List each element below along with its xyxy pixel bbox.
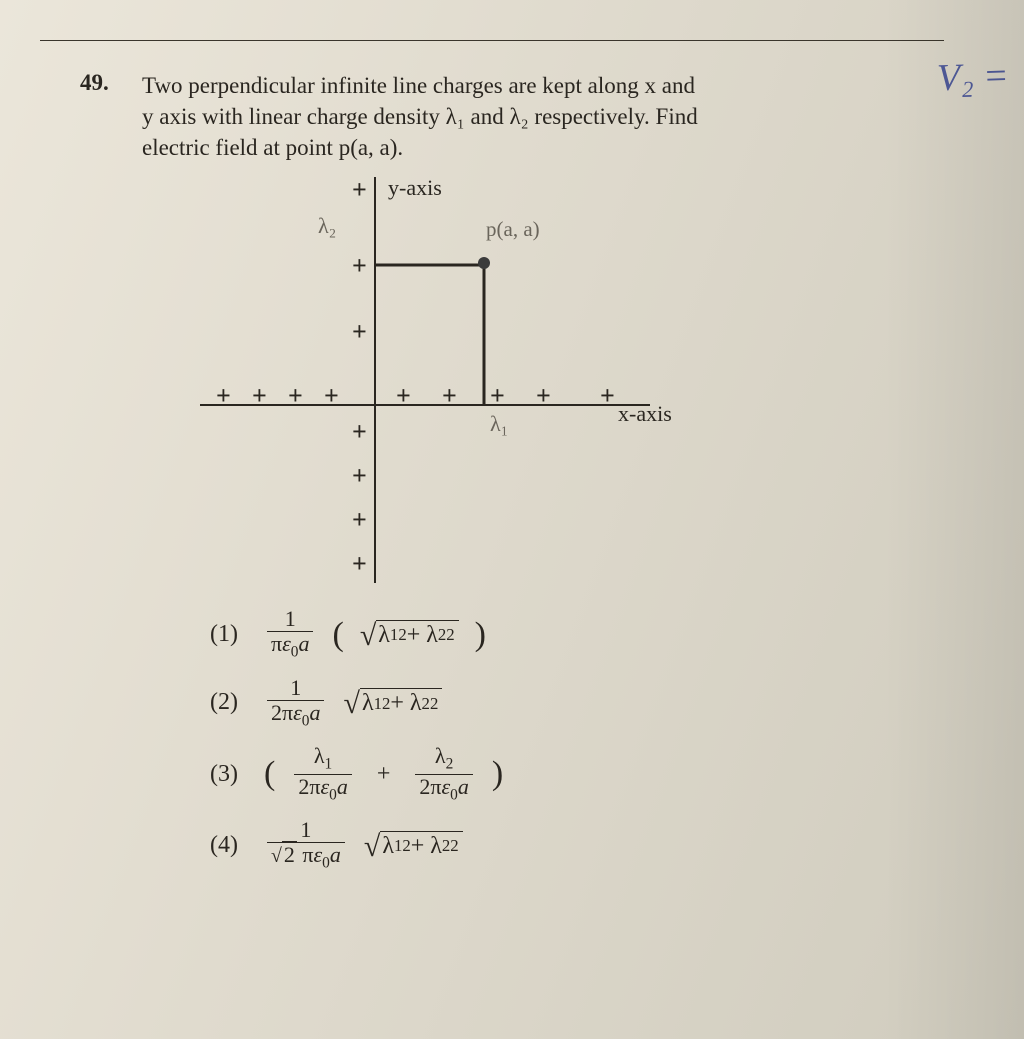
radical-icon: √: [343, 690, 359, 719]
point-p-label: p(a, a): [486, 217, 540, 242]
plus-y-7: +: [352, 549, 367, 579]
radical-icon: √: [364, 833, 380, 862]
option-3-frac1-den: 2πε0a: [294, 774, 351, 804]
option-4-frac-num: 1: [296, 818, 315, 842]
open-paren-icon: (: [332, 621, 343, 648]
plus-y-3: +: [352, 317, 367, 347]
option-4-radicand: λ12 + λ22: [380, 831, 462, 860]
option-3-number: (3): [210, 761, 248, 788]
question-number: 49.: [80, 70, 124, 163]
plus-x-4: +: [324, 381, 339, 411]
plus-sign: +: [377, 761, 391, 788]
close-paren-icon: ): [475, 621, 486, 648]
option-3-frac1-num: λ1: [310, 744, 336, 773]
figure: + + + + + + + + + + + + + + + + y-axis x…: [190, 173, 750, 593]
y-axis-label: y-axis: [388, 175, 442, 201]
option-2: (2) 1 2πε0a √ λ12 + λ22: [210, 676, 984, 731]
plus-y-4: +: [352, 417, 367, 447]
option-2-frac-den: 2πε0a: [267, 700, 324, 730]
plus-y-1: +: [352, 175, 367, 205]
plus-y-6: +: [352, 505, 367, 535]
plus-x-7: +: [490, 381, 505, 411]
question-block: 49. Two perpendicular infinite line char…: [80, 70, 984, 163]
option-4: (4) 1 √2 πε0a √ λ12 + λ22: [210, 818, 984, 873]
point-p-marker: [478, 257, 490, 269]
option-1-frac-den: πε0a: [267, 631, 313, 661]
question-text: Two perpendicular infinite line charges …: [142, 70, 712, 163]
option-4-frac-den: √2 πε0a: [267, 842, 345, 872]
option-1-radicand: λ12 + λ22: [376, 620, 458, 649]
close-paren-icon: ): [492, 760, 503, 787]
plus-x-5: +: [396, 381, 411, 411]
plus-x-2: +: [252, 381, 267, 411]
x-axis-label: x-axis: [618, 401, 672, 427]
page: V₂ = 49. Two perpendicular infinite line…: [0, 0, 1024, 1039]
option-3-frac2-den: 2πε0a: [415, 774, 472, 804]
handwriting-note: V₂ =: [937, 54, 1010, 100]
option-1-frac: 1 πε0a: [267, 607, 313, 662]
plus-x-6: +: [442, 381, 457, 411]
option-2-number: (2): [210, 689, 248, 716]
option-3: (3) ( λ1 2πε0a + λ2 2πε0a ): [210, 744, 984, 804]
option-3-frac2-num: λ2: [431, 744, 457, 773]
option-4-frac: 1 √2 πε0a: [267, 818, 345, 873]
option-1-frac-num: 1: [281, 607, 300, 631]
option-4-number: (4): [210, 832, 248, 859]
open-paren-icon: (: [264, 760, 275, 787]
options: (1) 1 πε0a ( √ λ12 + λ22 ) (2) 1 2πε0a √…: [210, 607, 984, 872]
radical-icon: √: [360, 622, 376, 651]
option-2-frac-num: 1: [286, 676, 305, 700]
plus-y-5: +: [352, 461, 367, 491]
option-3-frac1: λ1 2πε0a: [294, 744, 351, 804]
plus-x-8: +: [536, 381, 551, 411]
top-rule: [40, 40, 944, 41]
lambda2-label: λ₂: [318, 213, 336, 239]
option-3-frac2: λ2 2πε0a: [415, 744, 472, 804]
option-1-number: (1): [210, 621, 248, 648]
option-2-sqrt: √ λ12 + λ22: [343, 688, 442, 717]
lambda1-label: λ₁: [490, 411, 508, 437]
option-4-sqrt: √ λ12 + λ22: [364, 831, 463, 860]
option-1: (1) 1 πε0a ( √ λ12 + λ22 ): [210, 607, 984, 662]
figure-svg: [190, 173, 750, 593]
plus-x-1: +: [216, 381, 231, 411]
plus-x-3: +: [288, 381, 303, 411]
option-2-radicand: λ12 + λ22: [360, 688, 442, 717]
plus-y-2: +: [352, 251, 367, 281]
option-2-frac: 1 2πε0a: [267, 676, 324, 731]
plus-x-9: +: [600, 381, 615, 411]
option-1-sqrt: √ λ12 + λ22: [360, 620, 459, 649]
